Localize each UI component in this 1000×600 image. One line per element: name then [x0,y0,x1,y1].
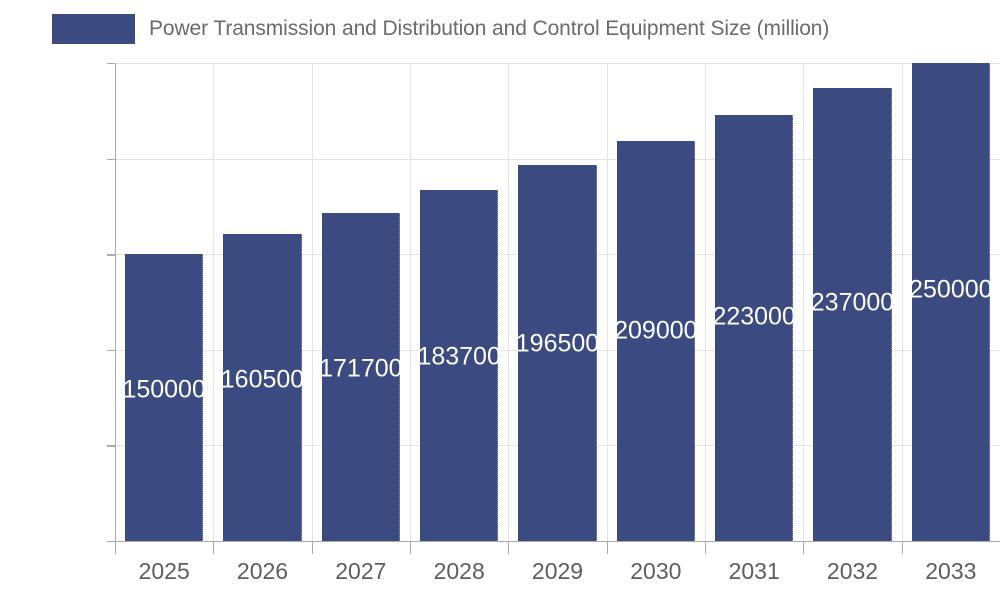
x-tick-label: 2029 [531,558,584,584]
y-tick-mark [107,445,115,447]
bar[interactable] [715,114,794,541]
y-tick-mark [107,254,115,256]
x-tick-label: 2032 [826,558,879,584]
x-gridline [705,63,706,541]
x-tick-mark [607,541,609,554]
y-tick-mark [107,541,115,543]
x-tick-mark [213,541,215,554]
y-tick-mark [107,158,115,160]
bar[interactable] [616,141,695,541]
y-tick-mark [107,63,115,65]
x-tick-label: 2027 [335,558,387,584]
x-tick-mark [803,541,805,554]
y-gridline [115,63,1000,64]
x-gridline [607,63,608,541]
legend-label: Power Transmission and Distribution and … [149,17,830,40]
x-tick-label: 2026 [236,558,289,584]
chart-legend[interactable]: Power Transmission and Distribution and … [52,12,829,46]
bar[interactable] [125,254,204,541]
bar[interactable] [911,63,990,541]
x-gridline [508,63,509,541]
x-tick-mark [410,541,412,554]
legend-color-swatch[interactable] [52,14,135,44]
x-gridline [213,63,214,541]
bar[interactable] [518,165,597,541]
x-tick-mark [508,541,510,554]
x-tick-label: 2030 [630,558,682,584]
x-gridline [902,63,903,541]
x-axis-line [115,541,1000,543]
x-tick-mark [312,541,314,554]
x-tick-mark [115,541,117,554]
bar[interactable] [321,212,400,541]
bar[interactable] [223,234,302,541]
x-tick-label: 2028 [433,558,485,584]
x-tick-mark [705,541,707,554]
x-tick-label: 2031 [728,558,780,584]
x-gridline [410,63,411,541]
x-tick-label: 2033 [925,558,977,584]
bar[interactable] [813,87,892,541]
y-gridline [115,158,1000,160]
x-tick-label: 2025 [138,558,190,584]
y-tick-mark [107,349,115,352]
bar[interactable] [420,189,499,541]
x-gridline [312,63,313,541]
x-tick-mark [902,541,904,554]
x-gridline [803,63,804,541]
plot-area [115,63,1000,542]
y-axis-line [115,63,117,541]
